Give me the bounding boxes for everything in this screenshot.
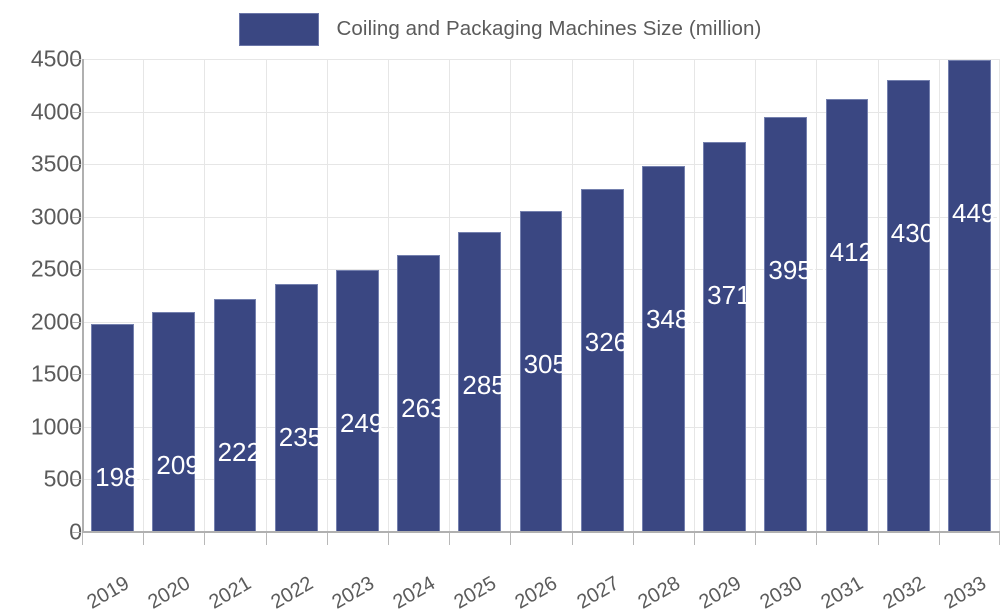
y-axis-line — [82, 59, 84, 532]
y-axis-tick-mark — [72, 321, 81, 323]
gridline-vertical — [939, 59, 940, 532]
gridline-vertical — [204, 59, 205, 532]
y-axis-tick-mark — [72, 479, 81, 481]
y-axis-tick-mark — [72, 59, 81, 60]
gridline-vertical — [816, 59, 817, 532]
y-axis-tick-mark — [72, 164, 81, 166]
x-axis-tick-mark — [327, 533, 328, 545]
y-axis-tick-label: 2500 — [30, 255, 82, 282]
x-axis-tick-mark — [82, 533, 83, 545]
y-axis-tick-label: 3000 — [30, 203, 82, 230]
bar[interactable] — [91, 323, 134, 532]
x-axis-tick-mark — [143, 533, 144, 545]
x-axis-tick-mark — [939, 533, 940, 545]
gridline-vertical — [694, 59, 695, 532]
bar[interactable] — [825, 98, 869, 532]
y-axis-tick-mark — [72, 269, 81, 271]
gridline-vertical — [388, 59, 389, 532]
y-axis-tick-label: 500 — [43, 465, 82, 492]
y-axis: 0 500 1000 1500 2000 2500 3000 3500 4000 4500 — [0, 46, 82, 545]
y-axis-tick-mark — [72, 374, 81, 376]
bar[interactable] — [152, 311, 196, 532]
gridline-vertical — [878, 59, 879, 532]
x-axis-tick-mark — [510, 533, 511, 545]
gridline-vertical — [633, 59, 634, 532]
y-axis-tick-mark — [72, 532, 81, 533]
bar[interactable] — [764, 116, 808, 532]
x-axis-tick-mark — [816, 533, 817, 545]
plot-area: 1980 2095 2220 2355 2495 2635 2850 3050 3260 3480… — [82, 59, 1000, 533]
x-axis-tick-mark — [449, 533, 450, 545]
bar[interactable] — [580, 189, 624, 532]
gridline-vertical — [327, 59, 328, 532]
y-axis-tick-label: 4500 — [30, 45, 82, 72]
x-axis-tick-label-text: 2019 — [83, 572, 133, 614]
bar[interactable] — [703, 142, 746, 532]
x-axis-tick-mark — [266, 533, 267, 545]
legend-label: Coiling and Packaging Machines Size (mil… — [336, 17, 762, 40]
bar[interactable] — [886, 80, 930, 532]
gridline-vertical — [266, 59, 267, 532]
y-axis-tick-label: 1000 — [30, 413, 82, 440]
bar[interactable] — [397, 255, 440, 532]
y-axis-tick-mark — [72, 216, 81, 218]
y-axis-tick-label: 0 — [69, 518, 82, 545]
x-axis-tick-mark — [388, 533, 389, 545]
x-axis-line — [82, 531, 1000, 533]
x-axis-tick-mark — [694, 533, 695, 545]
x-axis-tick-mark — [878, 533, 879, 545]
y-axis-tick-mark — [72, 426, 81, 428]
bar[interactable] — [641, 166, 685, 532]
gridline-vertical — [449, 59, 450, 532]
x-axis-tick-mark — [572, 533, 573, 545]
x-axis-tick-label: 2033 — [940, 550, 1000, 613]
x-axis-tick-mark — [204, 533, 205, 545]
y-axis-tick-label: 3500 — [30, 150, 82, 177]
x-axis: 2019 2020 2021 2022 2023 2024 2025 2026 2027 2028… — [82, 533, 1000, 614]
gridline-horizontal — [82, 111, 1000, 113]
bar[interactable] — [519, 211, 563, 532]
y-axis-tick-label: 2000 — [30, 308, 82, 335]
gridline-vertical — [755, 59, 756, 532]
bar[interactable] — [213, 298, 257, 532]
x-axis-tick-mark — [755, 533, 756, 545]
x-axis-tick-mark — [633, 533, 634, 545]
gridline-vertical — [572, 59, 573, 532]
gridline-vertical — [510, 59, 511, 532]
legend-entry[interactable]: Coiling and Packaging Machines Size (mil… — [238, 12, 762, 46]
bar[interactable] — [274, 284, 318, 532]
legend-color-swatch — [238, 12, 319, 46]
gridline-horizontal — [82, 164, 1000, 166]
gridline-horizontal — [82, 59, 1000, 60]
bar[interactable] — [335, 269, 379, 532]
bar[interactable] — [458, 232, 502, 532]
gridline-vertical — [143, 59, 144, 532]
chart-legend: Coiling and Packaging Machines Size (mil… — [0, 0, 1000, 58]
y-axis-tick-label: 1500 — [30, 360, 82, 387]
bar[interactable] — [947, 60, 991, 532]
y-axis-tick-mark — [72, 111, 81, 113]
y-axis-tick-label: 4000 — [30, 98, 82, 125]
